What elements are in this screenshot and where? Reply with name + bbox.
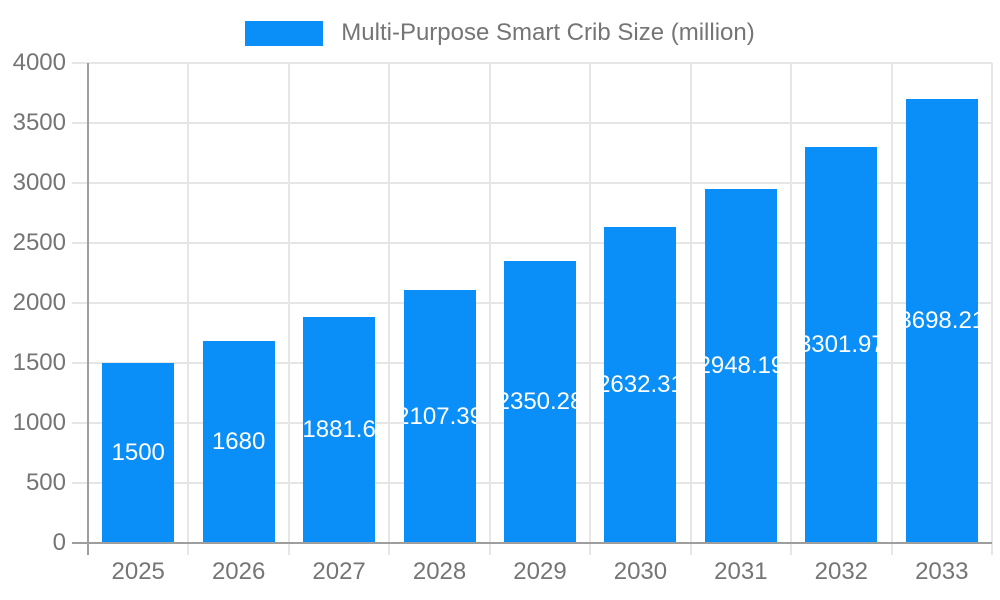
gridline-vertical <box>287 63 290 555</box>
gridline-vertical <box>689 63 692 555</box>
x-axis-tick-label: 2032 <box>814 558 869 585</box>
bar-value-label: 1881.6 <box>303 416 376 444</box>
y-axis-line <box>87 63 89 555</box>
x-axis-tick-label: 2027 <box>312 558 366 585</box>
y-axis-tick-label: 3500 <box>12 109 66 136</box>
gridline-vertical <box>488 63 491 555</box>
y-axis-tick-label: 500 <box>25 469 66 496</box>
gridline-vertical <box>589 63 592 555</box>
legend: Multi-Purpose Smart Crib Size (million) <box>0 19 1000 47</box>
x-axis-tick-label: 2030 <box>613 558 668 585</box>
y-axis-tick-label: 1000 <box>12 409 66 436</box>
bar: 2350.28 <box>504 260 576 543</box>
bar-value-label: 1500 <box>111 439 165 466</box>
legend-label: Multi-Purpose Smart Crib Size (million) <box>341 19 755 46</box>
gridline-vertical <box>187 63 190 555</box>
x-axis-tick-label: 2033 <box>915 558 969 585</box>
bar: 3698.21 <box>905 99 978 543</box>
bar-value-label: 2107.39 <box>404 402 476 430</box>
x-axis-tick-label: 2031 <box>714 558 768 585</box>
gridline-vertical <box>890 63 893 555</box>
y-axis-tick-label: 1500 <box>12 349 66 376</box>
gridline-horizontal <box>72 122 992 124</box>
bar: 2948.19 <box>704 189 777 543</box>
x-axis-tick-label: 2029 <box>513 558 567 585</box>
bar-value-label: 2948.19 <box>705 352 777 380</box>
bar: 1881.6 <box>303 317 376 543</box>
bar: 3301.97 <box>805 146 878 543</box>
legend-swatch <box>245 20 324 46</box>
bar-value-label: 3301.97 <box>805 330 877 358</box>
y-axis-tick-label: 0 <box>52 529 66 556</box>
x-axis-line <box>72 542 992 544</box>
gridline-vertical <box>388 63 391 555</box>
gridline-vertical <box>790 63 793 555</box>
gridline-horizontal <box>72 242 992 244</box>
bar-value-label: 3698.21 <box>906 307 978 335</box>
bar-value-label: 1680 <box>211 428 266 456</box>
bar: 1680 <box>202 341 275 543</box>
y-axis-tick-label: 4000 <box>12 49 66 76</box>
gridline-horizontal <box>72 182 992 184</box>
x-axis-tick-label: 2028 <box>412 558 467 585</box>
x-axis-tick-label: 2026 <box>211 558 266 585</box>
bar: 2107.39 <box>403 290 476 543</box>
gridline-horizontal <box>72 62 992 64</box>
bar-value-label: 2350.28 <box>504 387 576 415</box>
x-axis-tick-label: 2025 <box>111 558 165 585</box>
bar: 1500 <box>102 363 175 543</box>
y-axis-tick-label: 3000 <box>12 169 66 196</box>
gridline-vertical <box>991 63 993 555</box>
y-axis-tick-label: 2000 <box>12 289 66 316</box>
y-axis-tick-label: 2500 <box>12 229 66 256</box>
